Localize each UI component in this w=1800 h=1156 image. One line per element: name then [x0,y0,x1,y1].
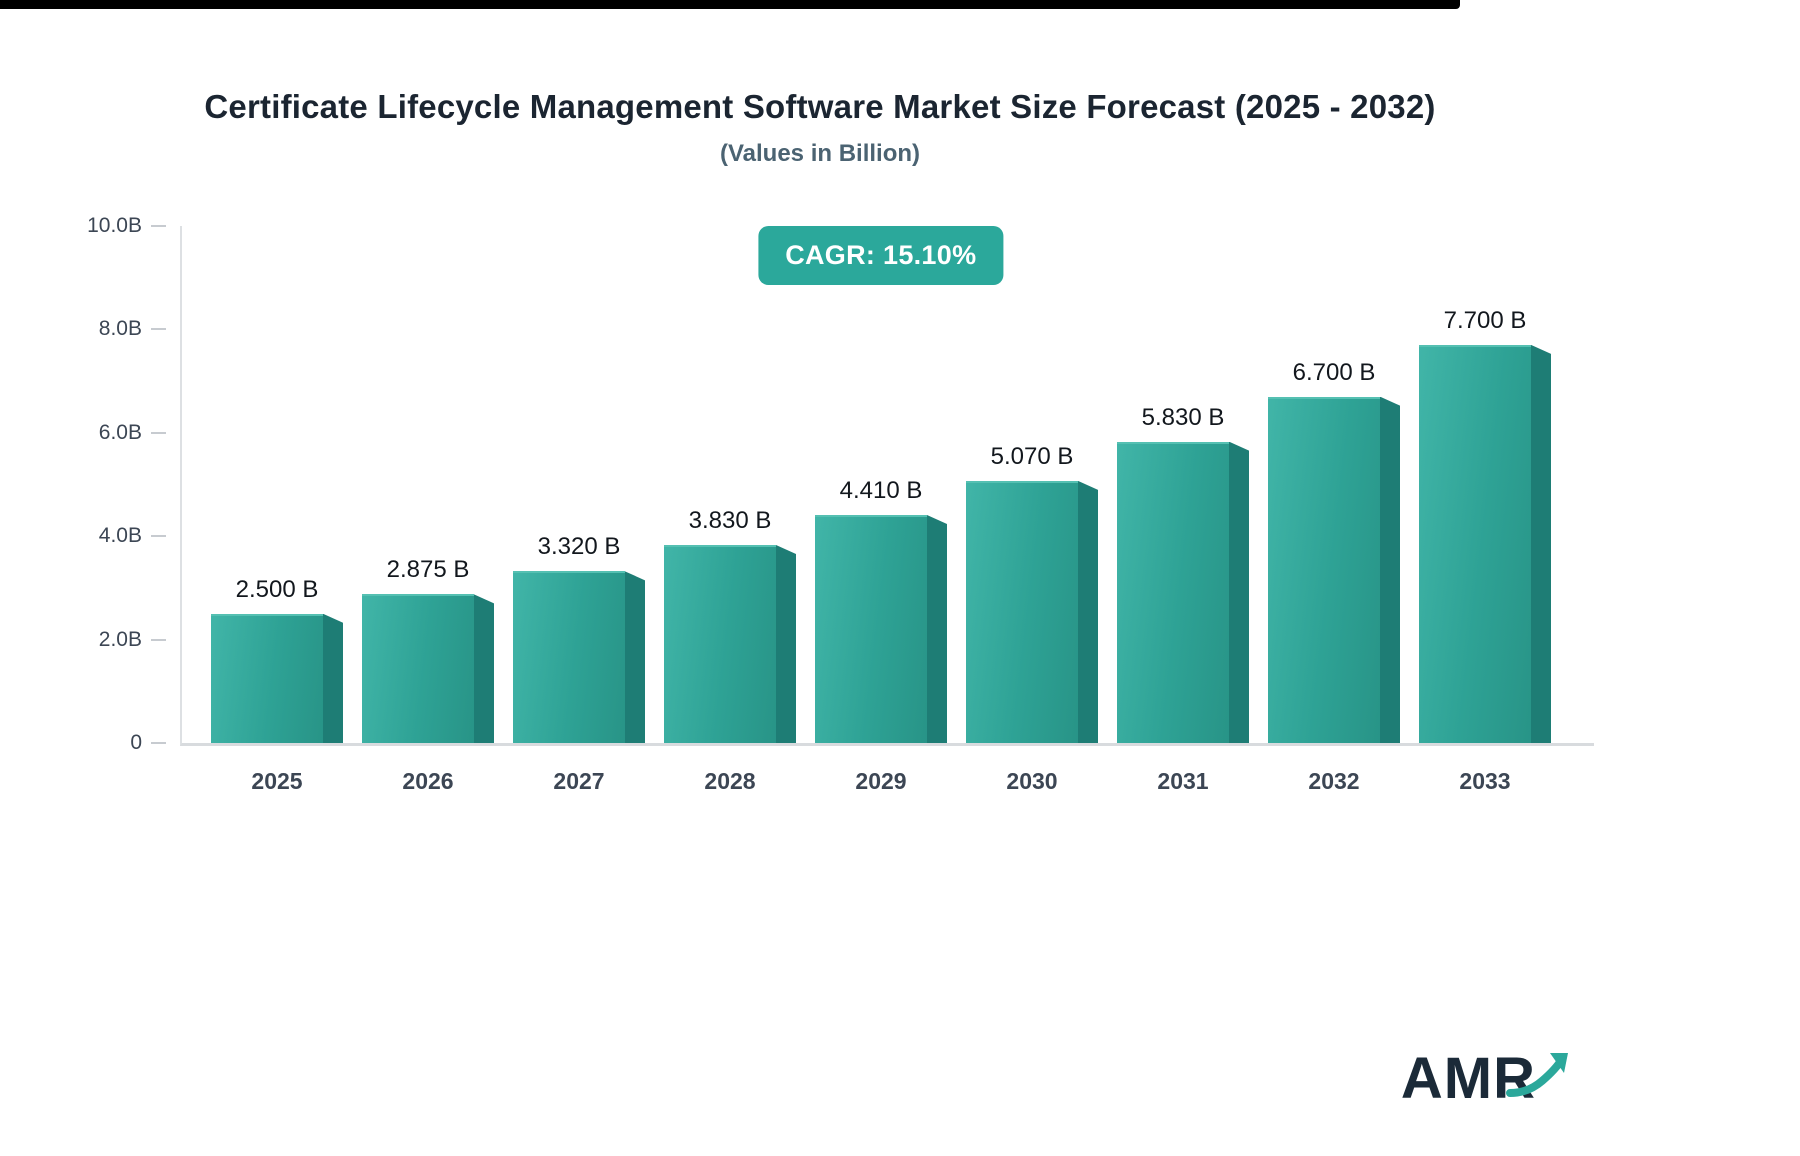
page-subtitle: (Values in Billion) [719,140,921,167]
bar-side-face [927,515,947,743]
bars: 2.500 B 2025 2.875 B 2026 3.320 B 2027 3.830 B… [182,226,1580,794]
y-tick: 2.0B [99,628,166,652]
bar-side-face [1531,344,1551,743]
y-tick: 8.0B [99,317,166,341]
bar-group: 3.320 B 2027 [513,226,645,794]
y-tick: 6.0B [99,421,166,445]
y-axis: 0 2.0B 4.0B 6.0B 8.0B 10.0B [60,214,170,754]
bar-side-face [1229,441,1249,743]
x-axis-label: 2031 [1157,768,1209,794]
bar-front-face [211,613,323,743]
y-tick-mark [151,638,166,641]
chart-card: Certificate Lifecycle Management Softwar… [60,0,1594,794]
bar-side-face [1380,396,1400,743]
bar-value-label: 3.320 B [537,533,621,561]
bar-group: 4.410 B 2029 [815,226,947,794]
bar-2032[interactable] [1268,396,1400,743]
bar-2027[interactable] [513,571,645,743]
bar-2029[interactable] [815,515,947,743]
bar-front-face [966,480,1078,743]
bar-2033[interactable] [1419,344,1551,743]
bar-value-label: 2.875 B [386,556,470,584]
x-axis-label: 2029 [855,768,907,794]
y-tick-mark [151,742,166,744]
window-top-edge [0,0,1460,9]
y-tick-label: 6.0B [98,420,142,444]
bar-value-label: 5.830 B [1141,403,1225,431]
plot-area: 0 2.0B 4.0B 6.0B 8.0B 10.0B 2.500 B 2025 2.875 … [87,214,1594,794]
bar-front-face [513,571,625,743]
bar-2030[interactable] [966,480,1098,743]
x-axis-label: 2032 [1308,768,1360,794]
bar-2028[interactable] [664,545,796,743]
bar-front-face [362,594,474,743]
bar-group: 2.500 B 2025 [211,226,343,794]
bar-2025[interactable] [211,613,343,743]
brand-logo: AMR [1401,1049,1570,1108]
y-tick-label: 0 [130,731,142,754]
y-tick-label: 2.0B [98,627,142,651]
bar-group: 6.700 B 2032 [1268,226,1400,794]
bar-group: 5.070 B 2030 [966,226,1098,794]
bar-front-face [1117,441,1229,743]
bar-side-face [323,613,343,743]
bar-value-label: 7.700 B [1443,306,1527,334]
bar-side-face [776,545,796,743]
x-axis-label: 2030 [1006,768,1058,794]
y-tick-label: 8.0B [98,317,142,341]
brand-logo-text: AMR [1400,1046,1536,1111]
bar-side-face [474,594,494,743]
y-tick-mark [151,225,166,227]
bar-2026[interactable] [362,594,494,743]
bar-group: 3.830 B 2028 [664,226,796,794]
bar-value-label: 4.410 B [839,477,923,505]
y-tick: 4.0B [99,524,166,548]
bar-value-label: 2.500 B [235,575,319,603]
x-axis-label: 2026 [402,768,454,794]
bar-front-face [815,515,927,743]
x-axis-label: 2028 [704,768,756,794]
x-axis-label: 2025 [251,768,303,794]
x-axis-label: 2033 [1459,768,1511,794]
bar-value-label: 5.070 B [990,442,1074,470]
growth-arrow-icon [1506,1049,1570,1106]
bar-value-label: 3.830 B [688,507,772,534]
cagr-badge: CAGR: 15.10% [758,226,1004,285]
y-tick: 10.0B [87,214,166,238]
y-tick-label: 10.0B [87,214,142,237]
bar-group: 7.700 B 2033 [1419,226,1551,794]
bar-front-face [1268,396,1380,743]
bar-group: 5.830 B 2031 [1117,226,1249,794]
x-axis-label: 2027 [553,768,605,794]
bar-side-face [625,571,645,743]
bar-group: 2.875 B 2026 [362,226,494,794]
bar-front-face [664,545,776,743]
y-tick-mark [151,431,166,434]
y-tick-mark [151,535,166,538]
y-tick-label: 4.0B [98,524,142,548]
bar-front-face [1419,344,1531,743]
page-title: Certificate Lifecycle Management Softwar… [204,88,1436,125]
chart-section: CAGR: 15.10% 0 2.0B 4.0B 6.0B 8.0B 10.0B 2.50… [60,214,1594,794]
bar-side-face [1078,480,1098,743]
y-tick: 0 [130,731,166,755]
bar-2031[interactable] [1117,441,1249,743]
bar-value-label: 6.700 B [1292,358,1376,386]
y-tick-mark [151,328,166,331]
